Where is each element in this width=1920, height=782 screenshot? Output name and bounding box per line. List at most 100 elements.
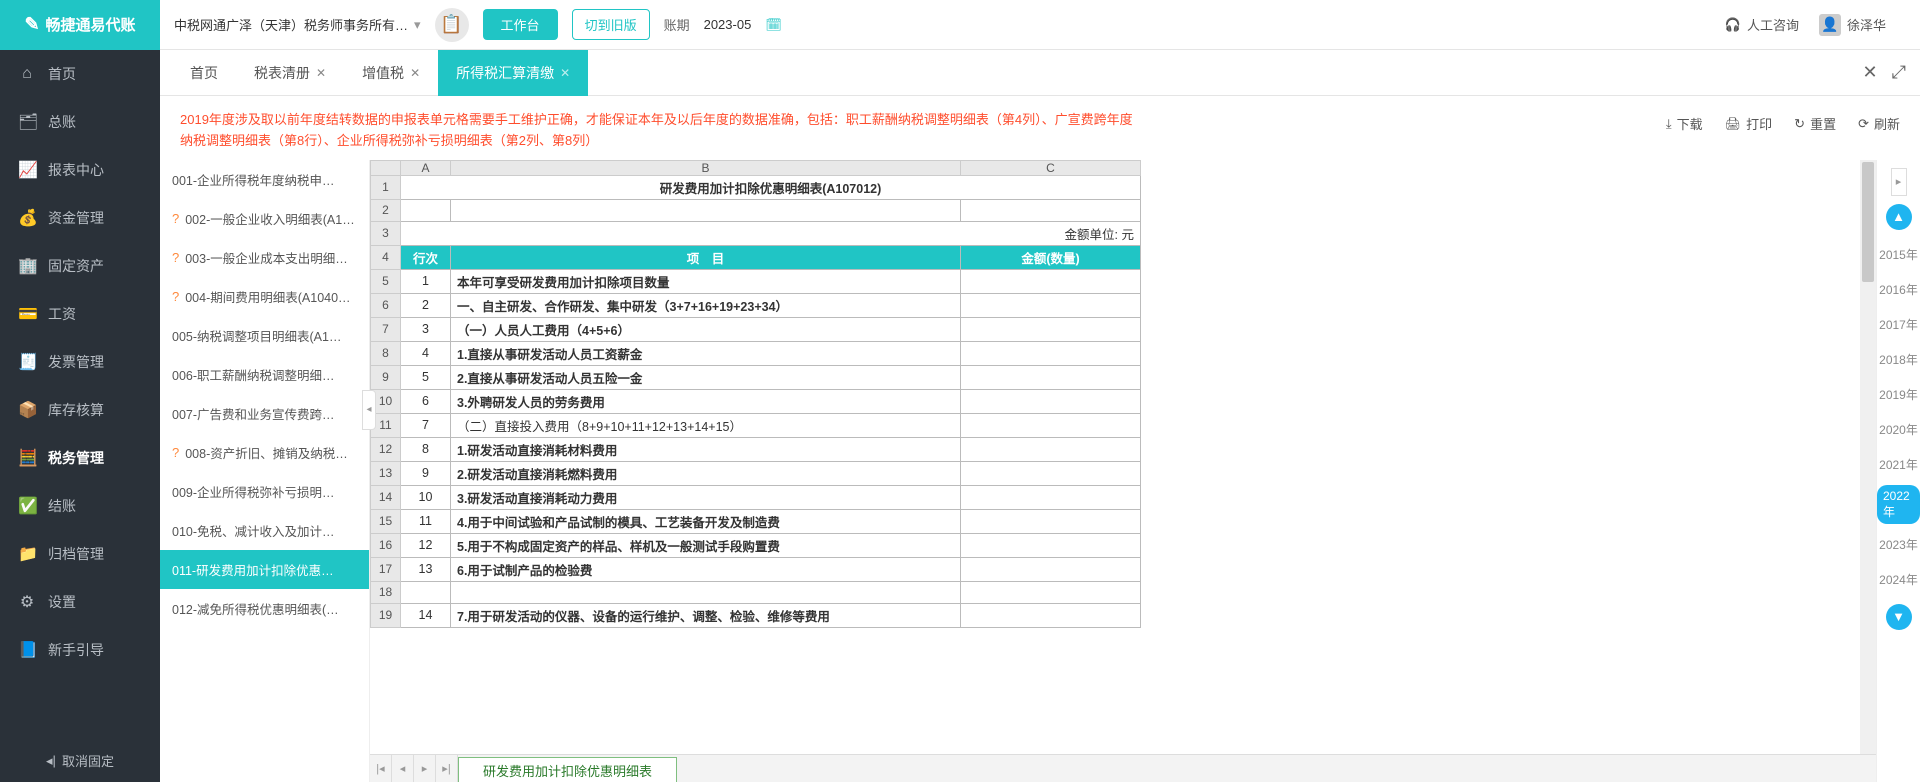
cell-amount[interactable]	[961, 437, 1141, 461]
cell-amount[interactable]	[961, 269, 1141, 293]
cell-rowidx[interactable]	[401, 581, 451, 603]
sheet-nav-first[interactable]: |◂	[370, 755, 392, 782]
cell-amount[interactable]	[961, 365, 1141, 389]
sidebar-item-12[interactable]: 📘新手引导	[0, 626, 160, 674]
sidebar-item-7[interactable]: 📦库存核算	[0, 386, 160, 434]
clipboard-button[interactable]: 📋	[435, 8, 469, 42]
cell-rowidx[interactable]: 1	[401, 269, 451, 293]
cell-amount[interactable]	[961, 509, 1141, 533]
year-2017年[interactable]: 2017年	[1877, 310, 1920, 339]
row-header[interactable]: 4	[371, 245, 401, 269]
cell-rowidx[interactable]: 14	[401, 603, 451, 627]
form-item-4[interactable]: 005-纳税调整项目明细表(A1…	[160, 316, 369, 355]
sheet-nav-prev[interactable]: ◂	[392, 755, 414, 782]
col-header-A[interactable]: A	[401, 160, 451, 175]
cell-amount[interactable]	[961, 581, 1141, 603]
row-header[interactable]: 15	[371, 509, 401, 533]
cell-amount[interactable]	[961, 341, 1141, 365]
cell-amount[interactable]	[961, 557, 1141, 581]
cell-item[interactable]: 1.研发活动直接消耗材料费用	[451, 437, 961, 461]
switch-old-button[interactable]: 切到旧版	[572, 9, 650, 40]
year-2022年[interactable]: 2022年	[1877, 485, 1920, 524]
row-header[interactable]: 1	[371, 175, 401, 199]
year-2018年[interactable]: 2018年	[1877, 345, 1920, 374]
sidebar-item-9[interactable]: ✅结账	[0, 482, 160, 530]
form-item-11[interactable]: 012-减免所得税优惠明细表(…	[160, 589, 369, 628]
row-header[interactable]: 7	[371, 317, 401, 341]
cell[interactable]	[451, 199, 961, 221]
spreadsheet[interactable]: A B C 1研发费用加计扣除优惠明细表(A107012)23金额单位: 元4行…	[370, 160, 1141, 628]
rail-down-button[interactable]: ▼	[1886, 604, 1912, 630]
sidebar-item-3[interactable]: 💰资金管理	[0, 194, 160, 242]
cell-item[interactable]: 1.直接从事研发活动人员工资薪金	[451, 341, 961, 365]
year-2015年[interactable]: 2015年	[1877, 240, 1920, 269]
cell[interactable]	[961, 199, 1141, 221]
sidebar-item-2[interactable]: 📈报表中心	[0, 146, 160, 194]
row-header[interactable]: 2	[371, 199, 401, 221]
cell-rowidx[interactable]: 8	[401, 437, 451, 461]
cell-item[interactable]: （一）人员人工费用（4+5+6）	[451, 317, 961, 341]
cell-amount[interactable]	[961, 485, 1141, 509]
cell-item[interactable]: 本年可享受研发费用加计扣除项目数量	[451, 269, 961, 293]
year-2019年[interactable]: 2019年	[1877, 380, 1920, 409]
row-header[interactable]: 18	[371, 581, 401, 603]
form-item-5[interactable]: 006-职工薪酬纳税调整明细…	[160, 355, 369, 394]
tab-close-icon[interactable]: ✕	[316, 66, 326, 80]
cell-amount[interactable]	[961, 533, 1141, 557]
cell-item[interactable]	[451, 581, 961, 603]
year-2023年[interactable]: 2023年	[1877, 530, 1920, 559]
row-header[interactable]: 5	[371, 269, 401, 293]
org-selector[interactable]: 中税网通广泽（天津）税务师事务所有… ▾	[174, 15, 421, 34]
reset-button[interactable]: ↻重置	[1794, 114, 1836, 133]
sheet-corner[interactable]	[371, 160, 401, 175]
row-header[interactable]: 19	[371, 603, 401, 627]
year-2021年[interactable]: 2021年	[1877, 450, 1920, 479]
year-2020年[interactable]: 2020年	[1877, 415, 1920, 444]
row-header[interactable]: 9	[371, 365, 401, 389]
close-tab-icon[interactable]: ✕	[1863, 62, 1878, 83]
refresh-button[interactable]: ⟳刷新	[1858, 114, 1900, 133]
brand-logo[interactable]: ✎ 畅捷通易代账	[0, 0, 160, 50]
sidebar-item-5[interactable]: 💳工资	[0, 290, 160, 338]
sidebar-item-10[interactable]: 📁归档管理	[0, 530, 160, 578]
cell-amount[interactable]	[961, 293, 1141, 317]
cell-amount[interactable]	[961, 389, 1141, 413]
cell-item[interactable]: （二）直接投入费用（8+9+10+11+12+13+14+15）	[451, 413, 961, 437]
tab-1[interactable]: 税表清册✕	[236, 50, 344, 96]
cell-rowidx[interactable]: 13	[401, 557, 451, 581]
sidebar-unpin[interactable]: ◂|取消固定	[0, 739, 160, 782]
cell-item[interactable]: 6.用于试制产品的检验费	[451, 557, 961, 581]
sheet-wrapper[interactable]: A B C 1研发费用加计扣除优惠明细表(A107012)23金额单位: 元4行…	[370, 160, 1876, 754]
cell-item[interactable]: 2.直接从事研发活动人员五险一金	[451, 365, 961, 389]
cell-amount[interactable]	[961, 413, 1141, 437]
sheet-nav-next[interactable]: ▸	[414, 755, 436, 782]
cell-item[interactable]: 2.研发活动直接消耗燃料费用	[451, 461, 961, 485]
cell-rowidx[interactable]: 6	[401, 389, 451, 413]
row-header[interactable]: 17	[371, 557, 401, 581]
form-item-6[interactable]: 007-广告费和业务宣传费跨…	[160, 394, 369, 433]
sidebar-item-0[interactable]: ⌂首页	[0, 50, 160, 98]
tab-0[interactable]: 首页	[172, 50, 236, 96]
collapse-handle[interactable]: ◂	[362, 390, 376, 430]
row-header[interactable]: 16	[371, 533, 401, 557]
cell-rowidx[interactable]: 10	[401, 485, 451, 509]
cell-amount[interactable]	[961, 317, 1141, 341]
cell-amount[interactable]	[961, 603, 1141, 627]
calendar-icon[interactable]: 🗓	[765, 17, 782, 33]
cell-rowidx[interactable]: 5	[401, 365, 451, 389]
year-2016年[interactable]: 2016年	[1877, 275, 1920, 304]
cell-rowidx[interactable]: 4	[401, 341, 451, 365]
tab-close-icon[interactable]: ✕	[560, 66, 570, 80]
row-header[interactable]: 8	[371, 341, 401, 365]
sidebar-item-8[interactable]: 🧮税务管理	[0, 434, 160, 482]
row-header[interactable]: 6	[371, 293, 401, 317]
print-button[interactable]: 🖨打印	[1725, 114, 1773, 133]
cell-item[interactable]: 3.研发活动直接消耗动力费用	[451, 485, 961, 509]
form-item-2[interactable]: ?003-一般企业成本支出明细…	[160, 238, 369, 277]
tab-close-icon[interactable]: ✕	[410, 66, 420, 80]
cell-amount[interactable]	[961, 461, 1141, 485]
cell-rowidx[interactable]: 7	[401, 413, 451, 437]
form-item-0[interactable]: 001-企业所得税年度纳税申…	[160, 160, 369, 199]
row-header[interactable]: 14	[371, 485, 401, 509]
user-menu[interactable]: 👤 徐泽华	[1819, 14, 1886, 36]
